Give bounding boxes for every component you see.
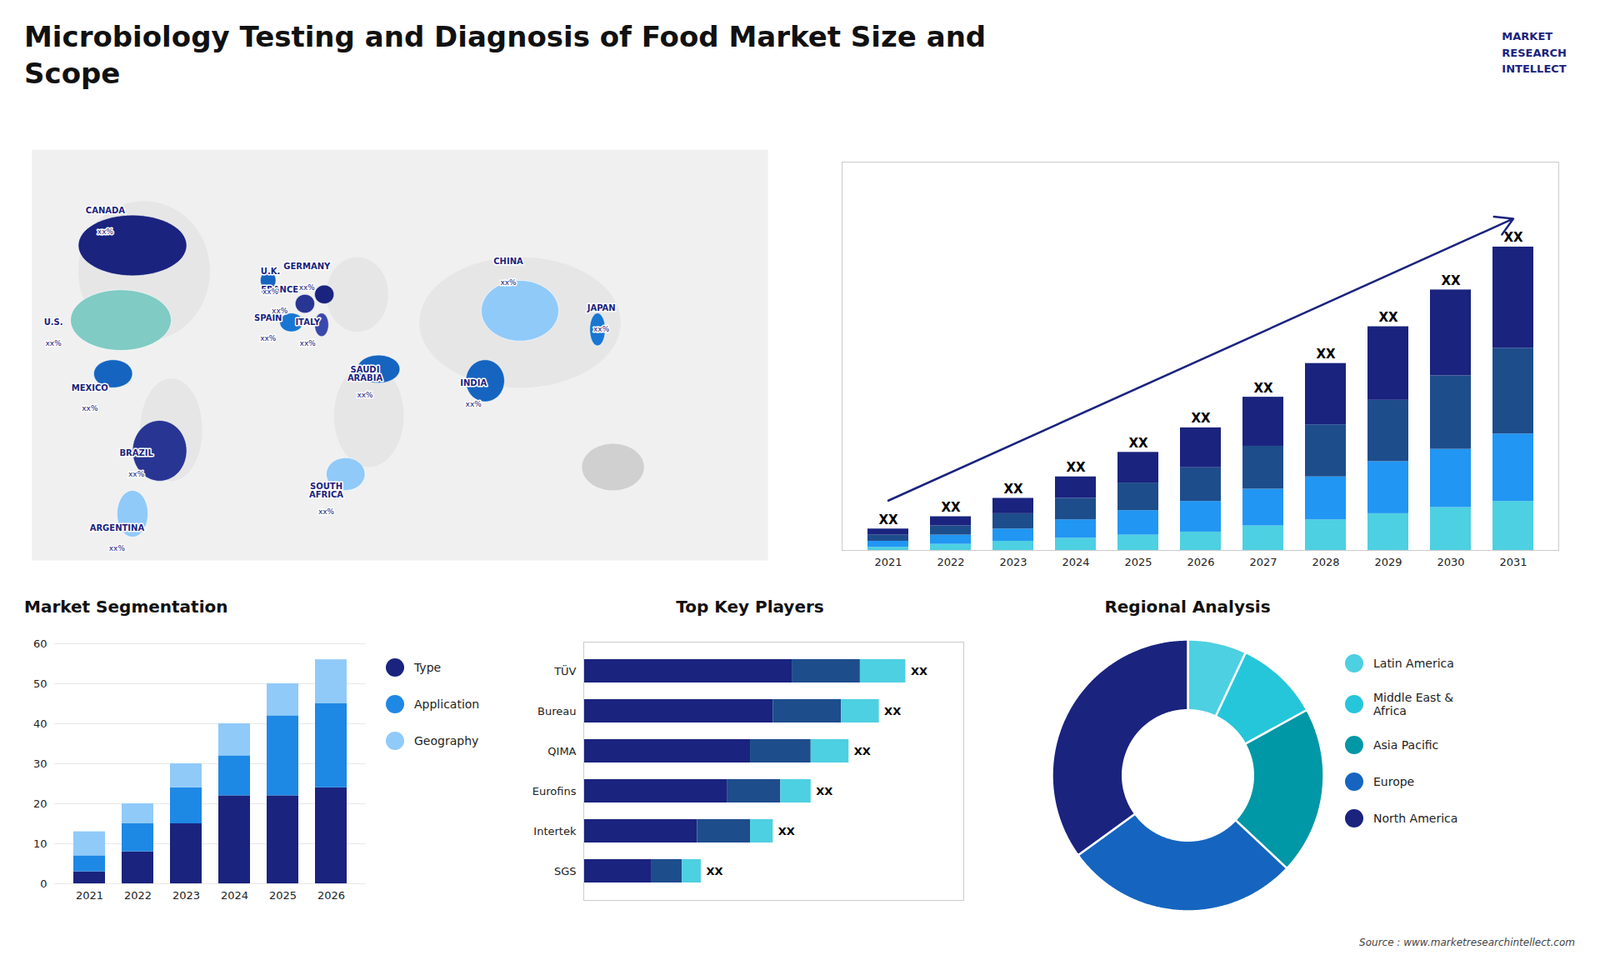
svg-text:xx%: xx% [299,283,316,292]
html-text:Market Segmentation: Market Segmentation [24,596,228,617]
svg-text:xx%: xx% [300,339,317,348]
svg-text:U.K.: U.K. [260,266,280,276]
svg-text:2030: 2030 [1436,555,1465,569]
html-text:Latin America: Latin America [1373,656,1454,670]
svg-text:XX: XX [815,785,833,798]
svg-text:2024: 2024 [1061,555,1090,569]
svg-text:XX: XX [1190,410,1211,426]
svg-text:xx%: xx% [318,507,335,516]
svg-text:2029: 2029 [1374,555,1402,569]
svg-text:10: 10 [33,837,48,850]
svg-text:XX: XX [1503,230,1524,245]
svg-text:2028: 2028 [1311,555,1340,569]
svg-text:30: 30 [33,757,48,770]
svg-text:2024: 2024 [220,889,249,902]
html-text:Source : www.marketresearchint: Source : www.marketresearchintellect.com [1359,936,1575,949]
svg-text:xx%: xx% [128,470,145,479]
html-text:North America: North America [1373,811,1458,825]
svg-text:xx%: xx% [500,278,517,287]
svg-text:XX: XX [878,512,899,528]
svg-text:50: 50 [33,677,48,690]
svg-text:2022: 2022 [936,555,965,569]
svg-text:2021: 2021 [75,889,104,902]
svg-text:SAUDIARABIA: SAUDIARABIA [347,365,384,383]
svg-text:xx%: xx% [593,325,610,334]
svg-text:ARGENTINA: ARGENTINA [90,523,145,533]
html-text:Europe: Europe [1373,775,1415,789]
html-text:Application: Application [414,697,480,711]
svg-text:XX: XX [940,500,961,515]
svg-text:GERMANY: GERMANY [283,261,331,271]
svg-text:2025: 2025 [1124,555,1152,569]
svg-text:2023: 2023 [172,889,200,902]
svg-text:0: 0 [40,877,47,890]
svg-text:BRAZIL: BRAZIL [119,448,154,458]
svg-text:MEXICO: MEXICO [71,383,109,393]
svg-text:Intertek: Intertek [533,825,577,838]
svg-text:2022: 2022 [124,889,152,902]
svg-text:JAPAN: JAPAN [586,303,616,313]
svg-text:2023: 2023 [999,555,1027,569]
svg-text:SGS: SGS [554,865,577,878]
svg-text:20: 20 [33,797,48,810]
svg-text:CHINA: CHINA [493,256,524,266]
svg-text:xx%: xx% [356,390,374,400]
svg-text:SOUTHAFRICA: SOUTHAFRICA [309,481,344,500]
svg-text:xx%: xx% [271,306,289,315]
svg-text:2027: 2027 [1249,555,1277,569]
html-text:Regional Analysis: Regional Analysis [1104,596,1271,617]
svg-text:Eurofins: Eurofins [532,785,577,798]
svg-text:XX: XX [705,865,723,878]
svg-text:xx%: xx% [260,334,277,343]
svg-text:QIMA: QIMA [547,745,576,758]
svg-text:2026: 2026 [317,889,345,902]
svg-text:2021: 2021 [874,555,902,569]
svg-text:TÜV: TÜV [553,664,576,678]
svg-text:XX: XX [1315,346,1336,362]
svg-text:xx%: xx% [45,339,63,348]
svg-text:CANADA: CANADA [85,205,125,215]
svg-text:XX: XX [1440,273,1461,289]
svg-text:xx%: xx% [97,227,115,236]
svg-text:xx%: xx% [262,287,280,296]
svg-text:Bureau: Bureau [537,705,576,718]
svg-text:ITALY: ITALY [295,317,320,327]
svg-text:SPAIN: SPAIN [254,312,283,323]
svg-text:XX: XX [1253,380,1274,396]
html-text:Type: Type [414,660,441,675]
svg-text:2026: 2026 [1186,555,1215,569]
svg-text:XX: XX [910,665,928,678]
html-text:Microbiology Testing and Diagn: Microbiology Testing and Diagnosis of Fo… [24,20,986,91]
svg-text:XX: XX [884,705,901,718]
svg-text:XX: XX [1378,310,1399,325]
svg-text:2025: 2025 [269,889,297,902]
svg-text:FRANCE: FRANCE [261,284,299,295]
svg-text:xx%: xx% [465,400,483,409]
svg-text:xx%: xx% [109,544,126,553]
svg-text:XX: XX [1128,435,1149,451]
html-text:Asia Pacific: Asia Pacific [1373,738,1439,752]
svg-text:2031: 2031 [1499,555,1527,569]
html-text:Middle East & Africa: Middle East & Africa [1373,690,1454,718]
svg-text:XX: XX [854,745,871,758]
svg-text:XX: XX [1065,460,1086,475]
html-text:MARKET RESEARCH INTELLECT: MARKET RESEARCH INTELLECT [1502,30,1567,75]
svg-text:40: 40 [33,717,48,730]
svg-text:60: 60 [33,637,48,650]
html-text:Geography: Geography [414,734,479,748]
svg-text:INDIA: INDIA [460,378,487,388]
html-text:Top Key Players: Top Key Players [676,596,824,617]
svg-text:XX: XX [1003,481,1024,497]
svg-text:XX: XX [778,825,795,838]
svg-text:xx%: xx% [81,404,99,413]
svg-text:U.S.: U.S. [44,317,64,327]
